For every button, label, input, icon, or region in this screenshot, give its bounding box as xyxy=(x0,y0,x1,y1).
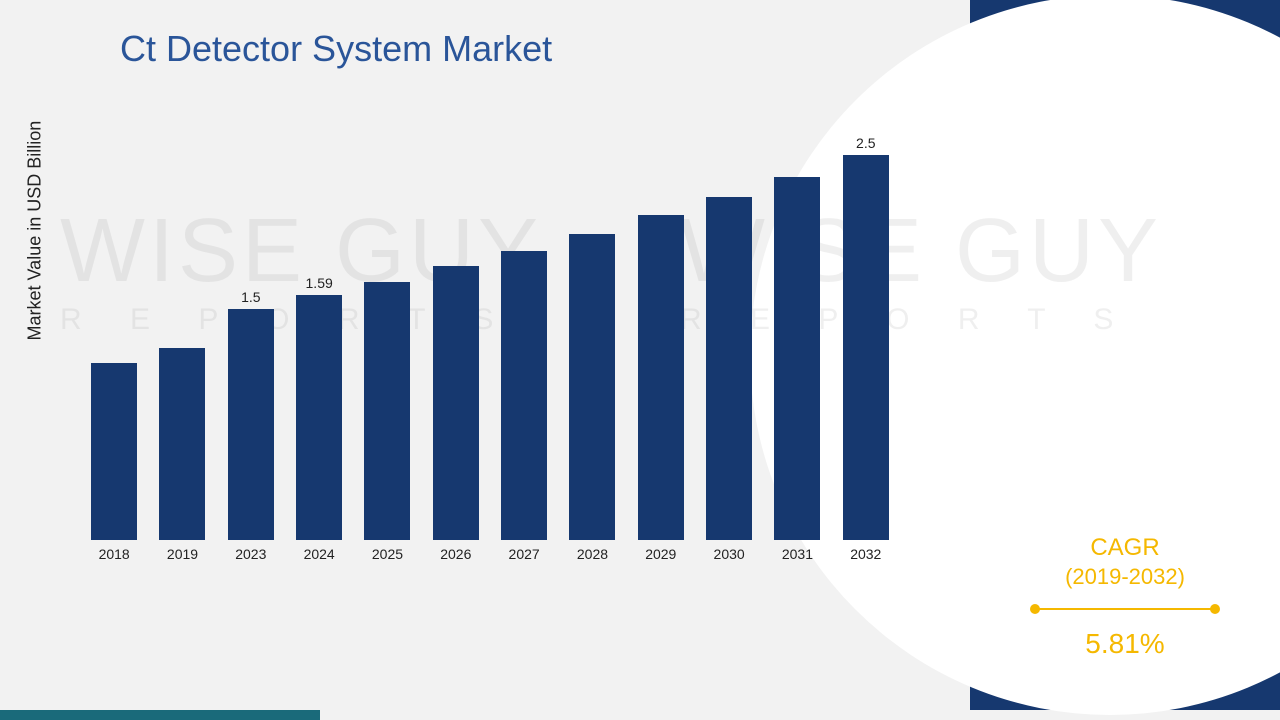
bar xyxy=(638,215,684,540)
bar-group xyxy=(357,262,417,540)
bar-group xyxy=(426,246,486,540)
bar-group xyxy=(767,157,827,540)
bar xyxy=(501,251,547,540)
bar-group xyxy=(562,214,622,540)
bar-group xyxy=(152,328,212,540)
cagr-divider xyxy=(1035,608,1215,610)
bar xyxy=(91,363,137,540)
bar xyxy=(433,266,479,540)
x-tick-label: 2018 xyxy=(84,546,144,570)
logo-line2: R E P O R T S xyxy=(1011,63,1192,77)
cagr-range: (2019-2032) xyxy=(1000,564,1250,590)
x-tick-label: 2029 xyxy=(631,546,691,570)
x-tick-label: 2030 xyxy=(699,546,759,570)
bar xyxy=(228,309,274,540)
bar-chart: 1.51.592.5 20182019202320242025202620272… xyxy=(80,140,900,570)
chart-title: Ct Detector System Market xyxy=(120,28,552,70)
x-axis-labels: 2018 2019 2023 2024 2025 2026 2027 2028 2029 2030… xyxy=(80,546,900,570)
bar-value-label: 1.59 xyxy=(306,275,333,293)
cagr-block: CAGR (2019-2032) 5.81% xyxy=(1000,534,1250,660)
bottom-accent-bar xyxy=(0,710,320,720)
bar-group xyxy=(631,195,691,540)
bar-group: 1.59 xyxy=(289,275,349,540)
x-tick-label: 2019 xyxy=(152,546,212,570)
x-tick-label: 2024 xyxy=(289,546,349,570)
x-tick-label: 2028 xyxy=(562,546,622,570)
x-tick-label: 2027 xyxy=(494,546,554,570)
x-tick-label: 2031 xyxy=(767,546,827,570)
cagr-value: 5.81% xyxy=(1000,628,1250,660)
bar-group xyxy=(84,343,144,540)
bar-group xyxy=(699,177,759,540)
y-axis-label: Market Value in USD Billion xyxy=(25,121,46,341)
bar xyxy=(706,197,752,540)
bar-group xyxy=(494,231,554,540)
x-tick-label: 2025 xyxy=(357,546,417,570)
bar xyxy=(364,282,410,540)
bar-group: 2.5 xyxy=(836,135,896,540)
bar xyxy=(159,348,205,540)
head-icon xyxy=(1200,20,1260,90)
bar-value-label: 1.5 xyxy=(241,289,260,307)
bar xyxy=(774,177,820,540)
x-tick-label: 2032 xyxy=(836,546,896,570)
bar-value-label: 2.5 xyxy=(856,135,875,153)
logo-line1: WISE GUY xyxy=(1007,33,1192,65)
bar xyxy=(296,295,342,540)
bar-group: 1.5 xyxy=(221,289,281,540)
bar xyxy=(843,155,889,540)
bar xyxy=(569,234,615,540)
brand-logo: WISE GUY R E P O R T S xyxy=(1007,20,1260,90)
bars-area: 1.51.592.5 xyxy=(80,140,900,540)
x-tick-label: 2026 xyxy=(426,546,486,570)
x-tick-label: 2023 xyxy=(221,546,281,570)
cagr-title: CAGR xyxy=(1000,534,1250,562)
